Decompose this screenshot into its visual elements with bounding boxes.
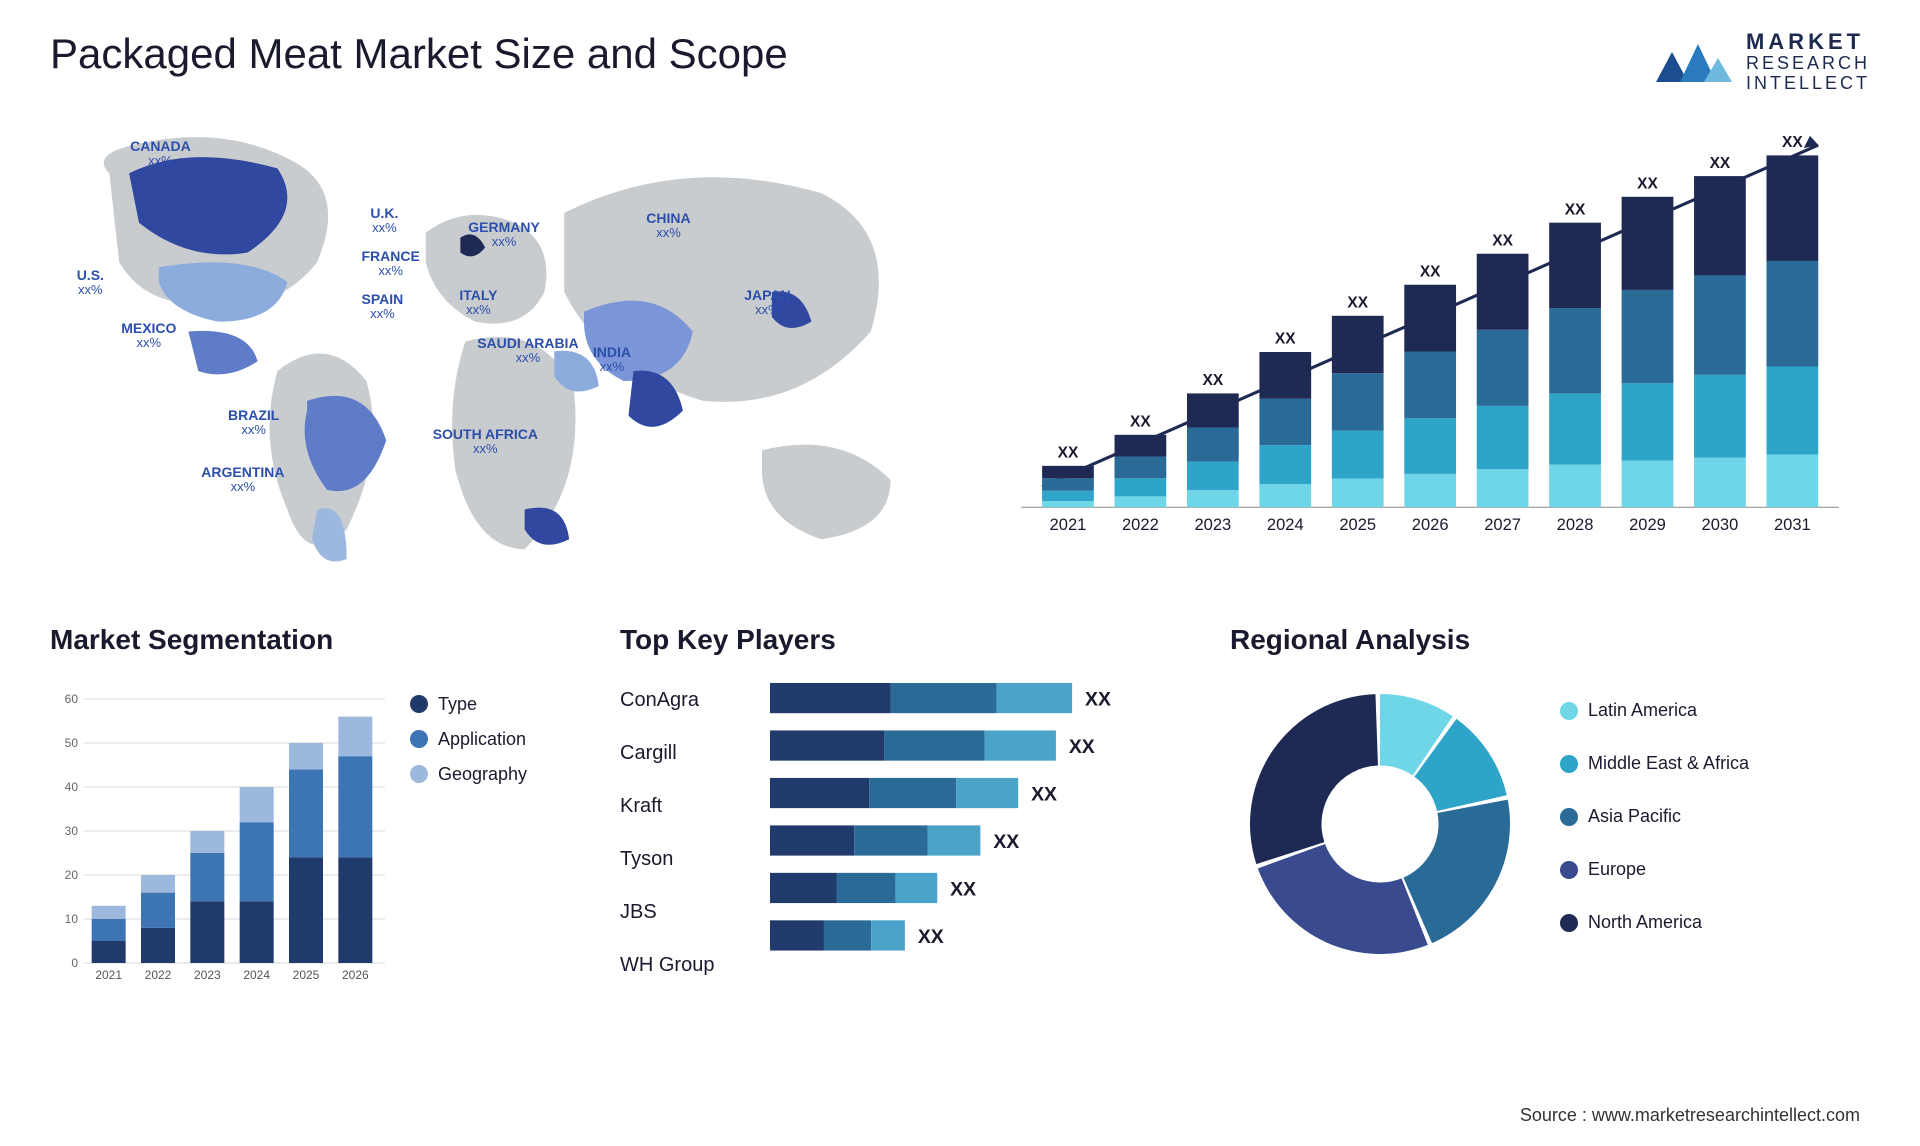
svg-text:2030: 2030 bbox=[1702, 515, 1739, 534]
svg-text:XX: XX bbox=[1130, 413, 1151, 430]
svg-text:2026: 2026 bbox=[342, 968, 369, 982]
svg-text:2023: 2023 bbox=[1194, 515, 1231, 534]
segmentation-panel: Market Segmentation 0 10 20 30 40 50 60 2021 202… bbox=[50, 624, 570, 1004]
player-label: Kraft bbox=[620, 784, 750, 828]
growth-chart: XX 2021 XX 2022 XX 2023 XX 2024 XX 2025 XX 2026 XX 20… bbox=[980, 114, 1870, 594]
svg-text:XX: XX bbox=[993, 831, 1019, 853]
svg-text:XX: XX bbox=[1069, 736, 1095, 758]
svg-text:XX: XX bbox=[1031, 783, 1057, 805]
legend-item: Asia Pacific bbox=[1560, 806, 1749, 827]
legend-item: Europe bbox=[1560, 859, 1749, 880]
svg-text:XX: XX bbox=[1202, 372, 1223, 389]
map-label: ARGENTINAxx% bbox=[201, 464, 284, 495]
svg-text:2021: 2021 bbox=[1050, 515, 1087, 534]
player-label: WH Group bbox=[620, 943, 750, 987]
segmentation-title: Market Segmentation bbox=[50, 624, 570, 656]
svg-text:XX: XX bbox=[1085, 688, 1111, 710]
svg-text:20: 20 bbox=[65, 868, 79, 882]
svg-text:2029: 2029 bbox=[1629, 515, 1666, 534]
map-label: FRANCExx% bbox=[362, 248, 420, 279]
svg-text:XX: XX bbox=[1782, 134, 1803, 151]
map-label: U.S.xx% bbox=[77, 267, 104, 298]
svg-text:2027: 2027 bbox=[1484, 515, 1521, 534]
legend-item: Application bbox=[410, 729, 570, 750]
source-text: Source : www.marketresearchintellect.com bbox=[1520, 1105, 1860, 1126]
regional-donut bbox=[1230, 674, 1530, 974]
svg-text:XX: XX bbox=[1637, 175, 1658, 192]
map-label: MEXICOxx% bbox=[121, 320, 176, 351]
legend-item: North America bbox=[1560, 912, 1749, 933]
map-label: U.K.xx% bbox=[370, 205, 398, 236]
page-title: Packaged Meat Market Size and Scope bbox=[50, 30, 788, 78]
logo-mark-icon bbox=[1654, 32, 1734, 92]
segmentation-chart: 0 10 20 30 40 50 60 2021 2022 2023 2024 2025 2026 bbox=[50, 674, 390, 1004]
svg-text:2024: 2024 bbox=[1267, 515, 1304, 534]
svg-text:2022: 2022 bbox=[1122, 515, 1159, 534]
svg-text:XX: XX bbox=[1710, 155, 1731, 172]
legend-item: Middle East & Africa bbox=[1560, 753, 1749, 774]
player-label: Tyson bbox=[620, 837, 750, 881]
svg-text:2026: 2026 bbox=[1412, 515, 1449, 534]
map-label: SOUTH AFRICAxx% bbox=[433, 426, 538, 457]
bottom-row: Market Segmentation 0 10 20 30 40 50 60 2021 202… bbox=[50, 624, 1870, 1004]
segmentation-legend: Type Application Geography bbox=[410, 674, 570, 1004]
svg-text:40: 40 bbox=[65, 780, 79, 794]
svg-text:XX: XX bbox=[1275, 331, 1296, 348]
svg-text:XX: XX bbox=[1565, 201, 1586, 218]
svg-text:60: 60 bbox=[65, 692, 79, 706]
map-label: SPAINxx% bbox=[362, 291, 404, 322]
svg-text:XX: XX bbox=[950, 878, 976, 900]
svg-text:2023: 2023 bbox=[194, 968, 221, 982]
growth-svg: XX 2021 XX 2022 XX 2023 XX 2024 XX 2025 XX 2026 XX 20… bbox=[980, 114, 1870, 600]
map-label: GERMANYxx% bbox=[468, 219, 540, 250]
player-label: JBS bbox=[620, 890, 750, 934]
regional-panel: Regional Analysis Latin America Middle Ea… bbox=[1230, 624, 1870, 1004]
map-label: INDIAxx% bbox=[593, 344, 631, 375]
map-label: BRAZILxx% bbox=[228, 407, 279, 438]
top-row: CANADAxx% U.S.xx% MEXICOxx% BRAZILxx% ARGENT… bbox=[50, 114, 1870, 594]
players-chart: XX XX XX XX XX XX bbox=[770, 674, 1180, 992]
player-label: Cargill bbox=[620, 731, 750, 775]
legend-item: Type bbox=[410, 694, 570, 715]
map-label: ITALYxx% bbox=[459, 287, 497, 318]
legend-item: Latin America bbox=[1560, 700, 1749, 721]
svg-text:50: 50 bbox=[65, 736, 79, 750]
regional-legend: Latin America Middle East & Africa Asia Pa… bbox=[1560, 700, 1749, 947]
svg-text:2021: 2021 bbox=[95, 968, 122, 982]
player-label: ConAgra bbox=[620, 678, 750, 722]
svg-text:2025: 2025 bbox=[293, 968, 320, 982]
svg-text:XX: XX bbox=[1492, 232, 1513, 249]
svg-text:0: 0 bbox=[71, 956, 78, 970]
map-label: JAPANxx% bbox=[744, 287, 790, 318]
svg-text:XX: XX bbox=[918, 926, 944, 948]
map-label: CANADAxx% bbox=[130, 138, 191, 169]
logo: MARKET RESEARCH INTELLECT bbox=[1654, 30, 1870, 94]
svg-text:10: 10 bbox=[65, 912, 79, 926]
legend-item: Geography bbox=[410, 764, 570, 785]
svg-text:2022: 2022 bbox=[145, 968, 172, 982]
svg-text:XX: XX bbox=[1420, 263, 1441, 280]
players-labels: ConAgra Cargill Kraft Tyson JBS WH Group bbox=[620, 674, 750, 992]
map-label: SAUDI ARABIAxx% bbox=[477, 335, 578, 366]
svg-text:XX: XX bbox=[1347, 294, 1368, 311]
svg-text:30: 30 bbox=[65, 824, 79, 838]
regional-title: Regional Analysis bbox=[1230, 624, 1870, 656]
world-map: CANADAxx% U.S.xx% MEXICOxx% BRAZILxx% ARGENT… bbox=[50, 114, 940, 594]
svg-text:2025: 2025 bbox=[1339, 515, 1376, 534]
svg-text:2031: 2031 bbox=[1774, 515, 1811, 534]
logo-text: MARKET RESEARCH INTELLECT bbox=[1746, 30, 1870, 94]
players-title: Top Key Players bbox=[620, 624, 1180, 656]
svg-text:2024: 2024 bbox=[243, 968, 270, 982]
svg-text:XX: XX bbox=[1058, 444, 1079, 461]
svg-text:2028: 2028 bbox=[1557, 515, 1594, 534]
map-label: CHINAxx% bbox=[646, 210, 690, 241]
players-panel: Top Key Players ConAgra Cargill Kraft Tyson… bbox=[620, 624, 1180, 1004]
header: Packaged Meat Market Size and Scope MARK… bbox=[50, 30, 1870, 94]
